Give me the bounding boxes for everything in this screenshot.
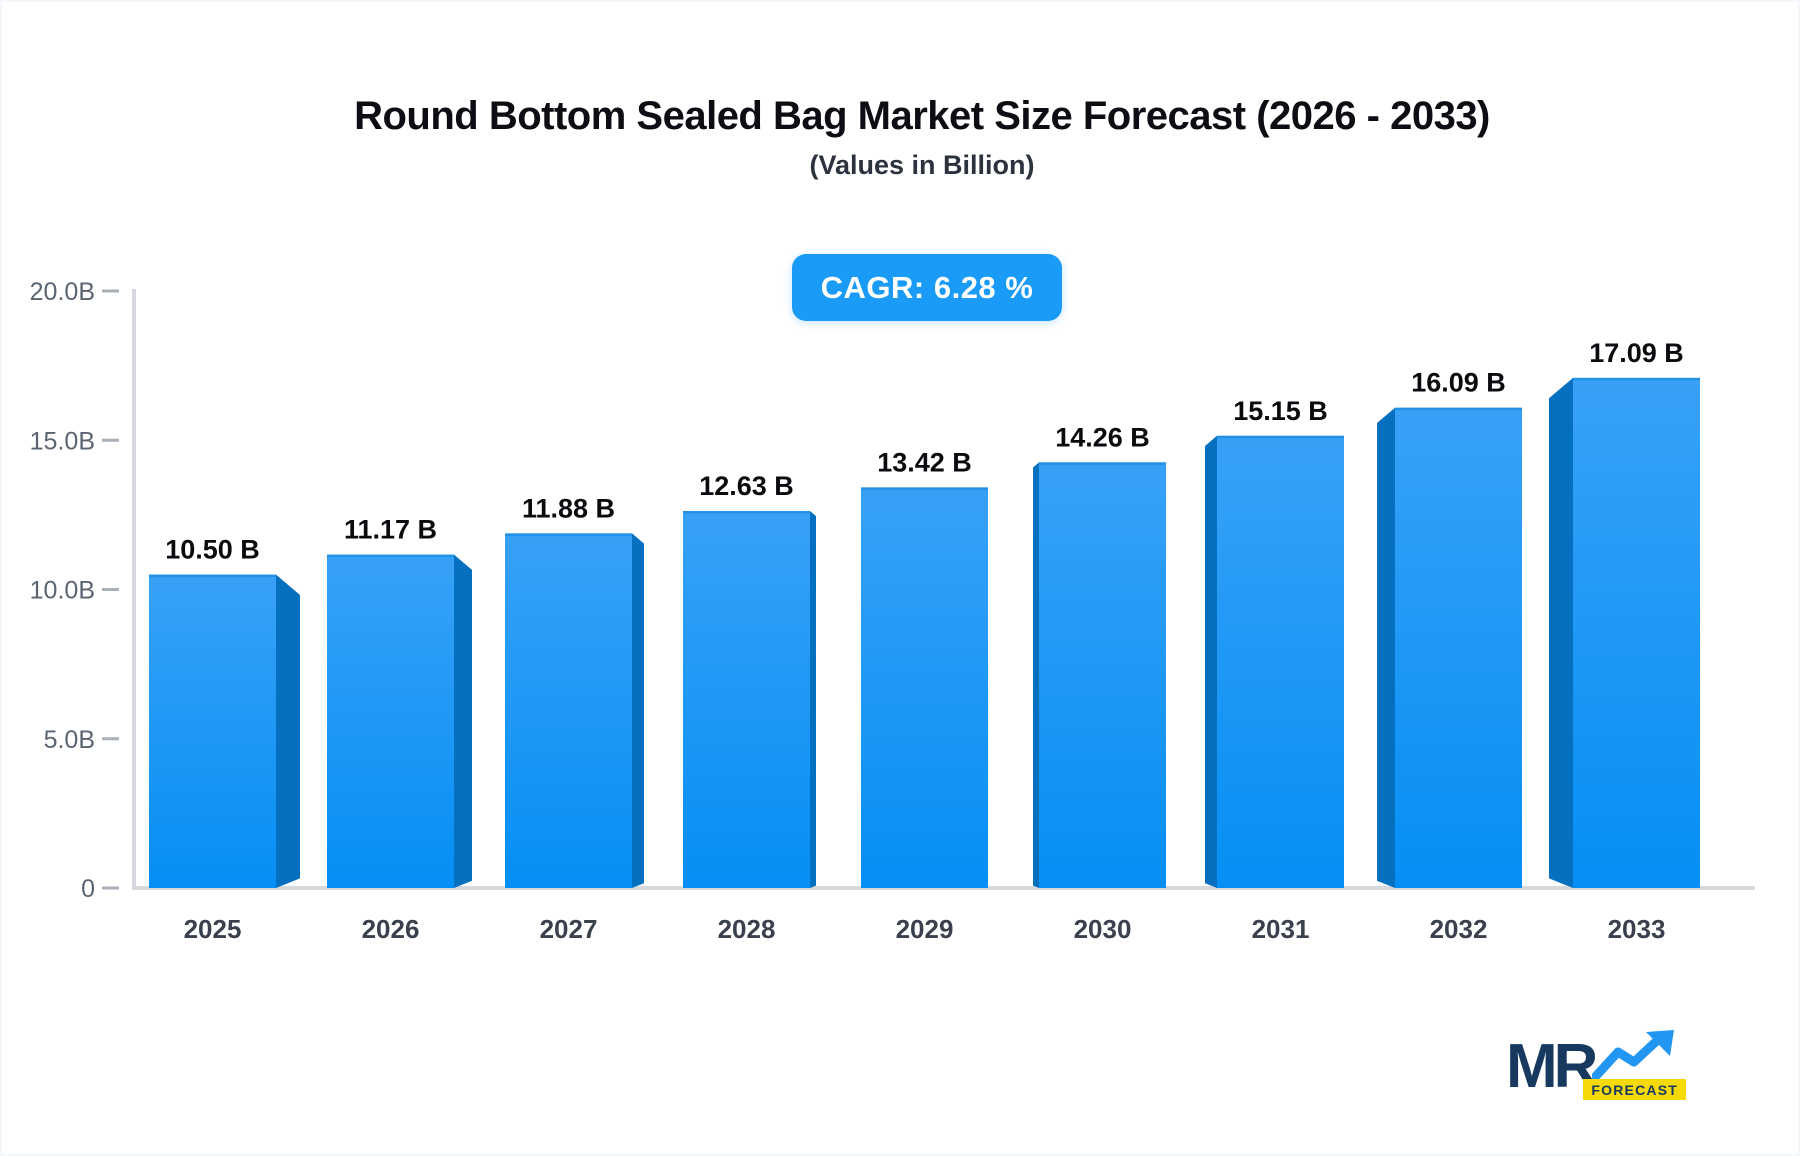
bar-value-label: 13.42 B [877,447,972,477]
bar-value-label: 17.09 B [1589,338,1684,368]
bar-top-edge [327,554,454,558]
bar-side-face [810,510,816,888]
bar-value-label: 12.63 B [699,471,794,501]
page-subtitle: (Values in Billion) [809,150,1035,180]
bar-side-face [454,554,472,888]
y-axis-tick [102,737,119,741]
page-title: Round Bottom Sealed Bag Market Size Fore… [354,94,1490,138]
x-axis-year-label: 2029 [896,914,954,944]
bar-front-face [505,533,632,888]
bar-front-face [1573,377,1700,888]
x-axis-year-label: 2026 [362,914,420,944]
y-axis-tick [102,588,119,591]
x-axis-year-label: 2030 [1074,914,1132,944]
y-axis-tick [102,289,119,293]
bar-top-edge [149,574,276,578]
bar-front-face [327,554,454,888]
bar-front-face [683,510,810,888]
bar-front-face [149,574,276,888]
bar-top-edge [1573,377,1700,381]
bar-side-face [276,574,300,888]
bar-side-face [1549,377,1573,888]
bar-side-face [632,533,644,888]
bar-value-label: 11.88 B [522,493,615,523]
x-axis-year-label: 2027 [540,914,598,944]
logo-trend-arrow-icon [1592,1030,1674,1081]
x-axis-year-label: 2028 [718,914,776,944]
x-axis-year-label: 2031 [1252,914,1310,944]
bar-top-edge [683,510,810,514]
bar-top-edge [861,487,988,490]
bar-value-label: 11.17 B [344,515,437,545]
x-axis-year-label: 2033 [1608,914,1666,944]
y-axis-tick-label: 15.0B [30,427,95,455]
logo: MR FORECAST [1506,1024,1686,1102]
x-axis-year-label: 2025 [184,914,242,944]
logo-forecast-badge: FORECAST [1583,1079,1686,1100]
y-axis-tick-label: 10.0B [30,577,95,605]
y-axis-tick [102,886,119,890]
bar-value-label: 16.09 B [1411,368,1506,398]
bar-front-face [1395,407,1522,888]
x-axis-year-label: 2032 [1430,914,1488,944]
y-axis-tick-label: 0 [81,875,95,903]
bar-top-edge [1395,407,1522,411]
bar-front-face [1039,462,1166,888]
y-axis-tick-label: 20.0B [30,278,95,306]
bar-side-face [1377,407,1395,888]
bar-side-face [1033,462,1039,888]
bar-value-label: 15.15 B [1233,396,1328,426]
bar-top-edge [1217,435,1344,439]
cagr-badge: CAGR: 6.28 % [792,254,1062,321]
bar-value-label: 14.26 B [1055,422,1150,452]
bar-top-edge [505,533,632,536]
bar-top-edge [1039,462,1166,465]
bar-side-face [1205,435,1217,888]
y-axis-tick [102,438,119,442]
bar-value-label: 10.50 B [165,535,260,565]
logo-mr-text: MR [1506,1032,1598,1101]
y-axis-tick-label: 5.0B [44,726,95,754]
bar-front-face [861,487,988,888]
bar-front-face [1217,435,1344,888]
y-axis-line [132,289,136,890]
